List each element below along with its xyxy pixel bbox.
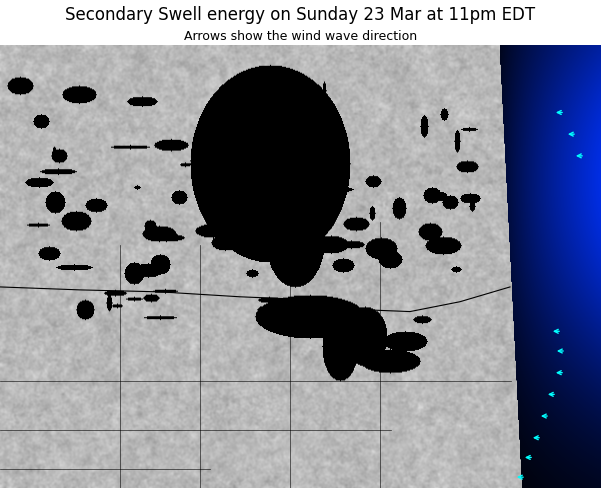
Text: Secondary Swell energy on Sunday 23 Mar at 11pm EDT: Secondary Swell energy on Sunday 23 Mar … [66,6,535,24]
Text: Arrows show the wind wave direction: Arrows show the wind wave direction [184,30,417,42]
